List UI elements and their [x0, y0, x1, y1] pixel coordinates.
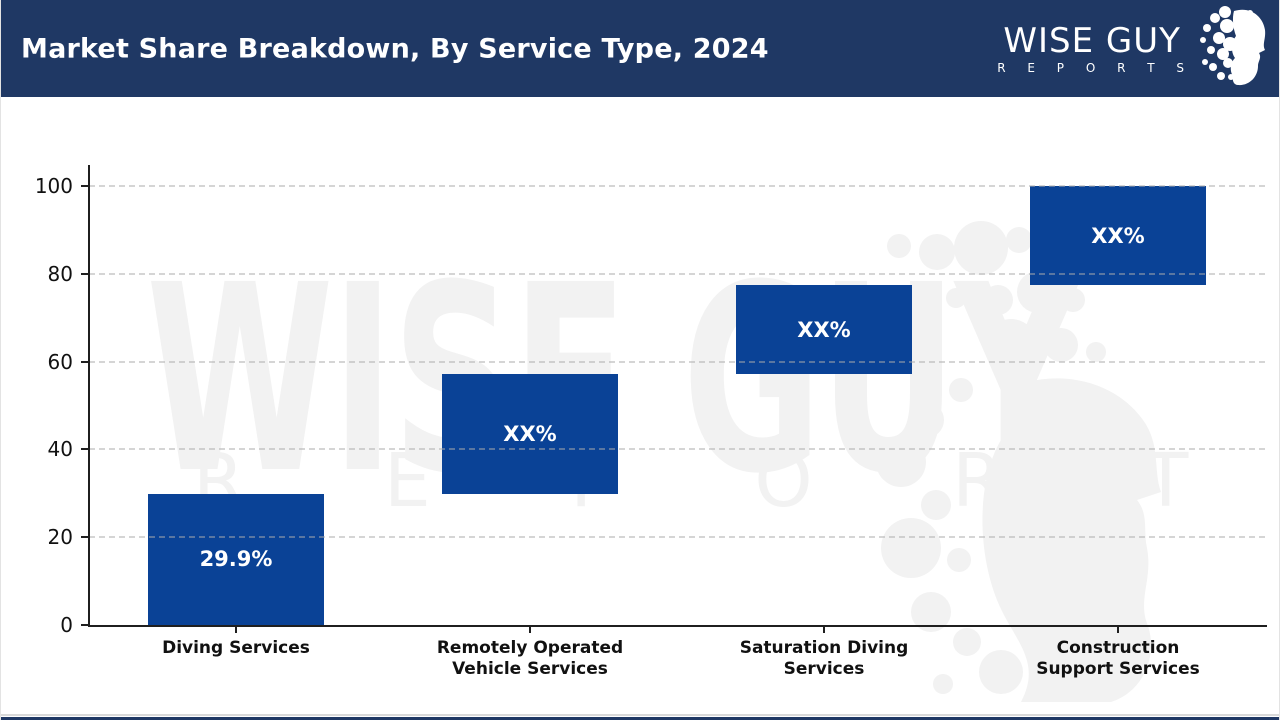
bar-value-label: XX% — [1091, 223, 1145, 248]
x-axis-tick — [235, 627, 237, 633]
y-tick-label: 40 — [47, 437, 73, 462]
wiseguy-logo-subtitle: R E P O R T S — [997, 60, 1193, 75]
y-axis-tick — [81, 536, 89, 539]
bar-value-label: XX% — [503, 421, 557, 446]
gridline — [89, 360, 1265, 363]
wiseguy-logo-wordmark: WISE GUY — [1003, 20, 1181, 61]
wiseguy-logo-text: WISE GUY R E P O R T S — [991, 24, 1193, 75]
x-category-label: Diving Services — [162, 638, 310, 658]
x-axis-tick — [529, 627, 531, 633]
y-axis-tick — [81, 272, 89, 275]
y-axis-tick — [81, 624, 89, 626]
x-category-label: Saturation Diving Services — [739, 638, 909, 680]
bar — [148, 493, 324, 625]
y-tick-label: 60 — [47, 349, 73, 374]
chart-title: Market Share Breakdown, By Service Type,… — [21, 33, 769, 64]
y-axis-tick — [81, 185, 89, 187]
footer-band — [1, 717, 1279, 720]
wiseguy-logo-face-icon — [1200, 6, 1266, 86]
bar — [1030, 186, 1206, 286]
gridline — [89, 185, 1265, 187]
gridline — [89, 536, 1265, 539]
bar — [736, 285, 912, 374]
x-axis-tick — [1117, 627, 1119, 633]
x-axis-line — [88, 625, 1267, 627]
gridline — [89, 272, 1265, 275]
y-tick-label: 100 — [34, 174, 73, 198]
x-category-label: Remotely Operated Vehicle Services — [436, 638, 624, 680]
y-tick-label: 80 — [47, 261, 73, 286]
x-category-label: Construction Support Services — [1036, 638, 1200, 680]
y-tick-label: 20 — [47, 525, 73, 550]
y-tick-label: 0 — [60, 613, 73, 637]
y-axis-line — [88, 165, 90, 627]
header-band: Market Share Breakdown, By Service Type,… — [1, 0, 1279, 97]
bar-value-label: 29.9% — [199, 547, 273, 572]
wiseguy-logo: WISE GUY R E P O R T S — [991, 6, 1269, 92]
bar-value-label: XX% — [797, 317, 851, 342]
bar — [442, 373, 618, 494]
y-axis-tick — [81, 448, 89, 451]
gridline — [89, 448, 1265, 451]
y-axis-tick — [81, 360, 89, 363]
plot-area: 0 20 40 60 80 100 29.9% Diving Services XX% Remot… — [1, 97, 1279, 717]
bottom-divider — [1, 714, 1279, 716]
x-axis-tick — [823, 627, 825, 633]
